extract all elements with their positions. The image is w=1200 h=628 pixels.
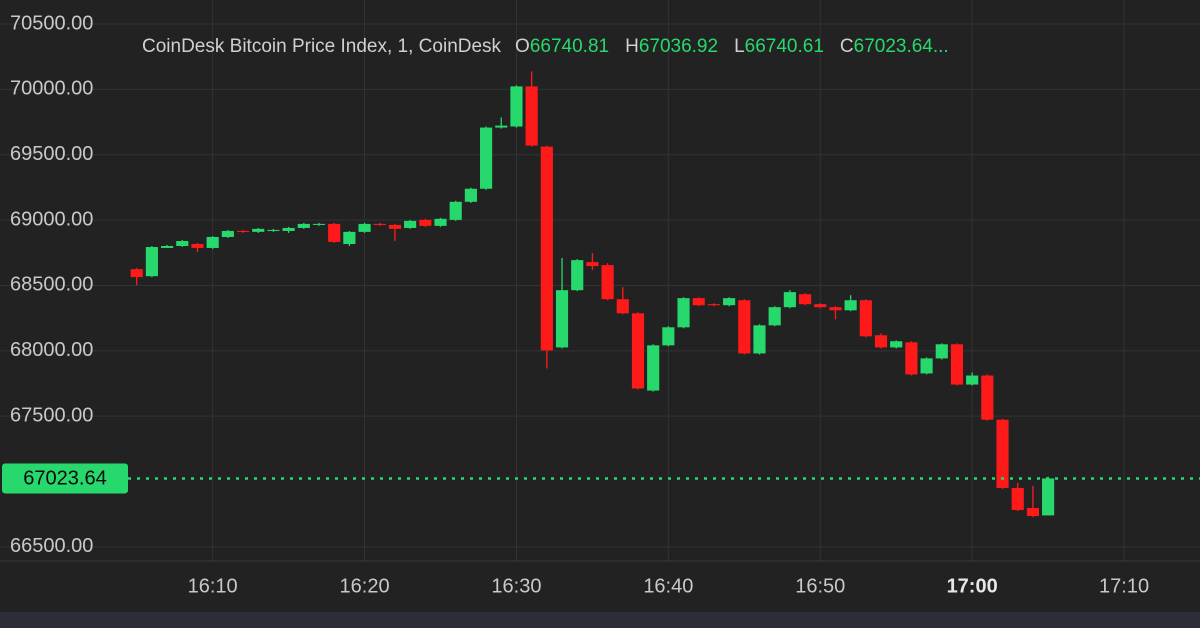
candle-body: [920, 358, 933, 374]
candle-body: [404, 220, 417, 228]
candle-body: [252, 228, 265, 232]
ohlc-value: 67036.92: [639, 36, 718, 57]
candle-body: [662, 327, 675, 346]
candle-body: [616, 299, 629, 314]
last-price-label: 67023.64: [23, 468, 106, 490]
candle-body: [829, 307, 842, 311]
candle-body: [282, 227, 295, 231]
candle-body: [358, 223, 371, 232]
candle-body: [981, 375, 994, 420]
y-tick-label: 70000.00: [10, 78, 93, 100]
x-tick-label: 17:10: [1099, 575, 1149, 597]
ohlc-value: 66740.81: [530, 36, 609, 57]
ohlc-value: 67023.64...: [854, 36, 949, 57]
candle-body: [555, 290, 569, 348]
y-tick-label: 66500.00: [10, 535, 93, 557]
last-price-badge: [2, 463, 128, 494]
candle-body: [707, 304, 720, 306]
chart-header: CoinDesk Bitcoin Price Index, 1, CoinDes…: [142, 36, 949, 57]
candle-body: [480, 127, 493, 189]
y-tick-label: 69500.00: [10, 143, 93, 165]
ohlc-letter: L: [734, 36, 745, 57]
candle-body: [510, 86, 523, 127]
candle-body: [798, 294, 812, 305]
x-tick-label: 17:00: [947, 575, 998, 597]
ohlc-letter: H: [625, 36, 639, 57]
candle-body: [297, 223, 310, 228]
candle-body: [373, 223, 386, 225]
candle-body: [647, 345, 660, 391]
candle-body: [540, 146, 553, 351]
candle-body: [312, 223, 326, 225]
x-tick-label: 16:40: [643, 575, 693, 597]
candle-body: [221, 230, 234, 237]
ohlc-letter: C: [840, 36, 854, 57]
candle-body: [419, 219, 432, 226]
candle-body: [495, 125, 508, 128]
candle-body: [996, 419, 1009, 488]
candle-body: [130, 269, 143, 278]
x-tick-label: 16:30: [491, 575, 541, 597]
candle-body: [738, 300, 751, 354]
candle-body: [844, 300, 857, 311]
candle-body: [890, 341, 903, 348]
candle-body: [206, 236, 219, 248]
candle-body: [783, 292, 796, 308]
candle-body: [905, 342, 918, 375]
candle-body: [1011, 487, 1024, 511]
y-tick-label: 70500.00: [10, 12, 93, 34]
x-tick-label: 16:20: [340, 575, 390, 597]
y-tick-label: 69000.00: [10, 208, 93, 230]
candle-body: [950, 344, 964, 385]
candle-body: [631, 313, 645, 389]
candle-body: [176, 241, 189, 246]
header-title: CoinDesk Bitcoin Price Index, 1, CoinDes…: [142, 36, 502, 57]
candle-body: [586, 262, 599, 267]
candle-body: [434, 218, 447, 226]
candle-body: [328, 223, 341, 242]
candle-body: [859, 300, 872, 337]
candle-body: [677, 298, 690, 328]
candles: [128, 71, 1200, 518]
candle-body: [388, 224, 402, 229]
candle-body: [935, 344, 948, 359]
candle-body: [601, 265, 614, 300]
candle-body: [191, 244, 204, 248]
candle-body: [753, 325, 766, 354]
ohlc-value: 66740.61: [745, 36, 824, 57]
candle-body: [161, 245, 174, 248]
bottom-bar: [0, 612, 1200, 628]
candle-body: [966, 375, 979, 385]
candle-body: [768, 307, 781, 326]
labels: 66500.00 67500.00 68000.00 68500.00 69000.00…: [2, 12, 1149, 597]
candle-body: [814, 304, 827, 308]
candle-body: [1026, 508, 1039, 517]
candle-body: [267, 229, 280, 231]
ohlc-letter: O: [515, 36, 530, 57]
candle-body: [571, 260, 584, 291]
candle-body: [1042, 478, 1055, 516]
candle-body: [692, 298, 705, 306]
candle-body: [449, 201, 462, 220]
candle-body: [464, 188, 477, 202]
candle-body: [145, 247, 158, 277]
y-tick-label: 68500.00: [10, 274, 93, 296]
x-tick-label: 16:10: [188, 575, 238, 597]
candle-body: [236, 230, 250, 232]
candle-body: [525, 86, 538, 146]
candle-body: [723, 298, 736, 306]
x-tick-label: 16:50: [795, 575, 845, 597]
candle-body: [343, 231, 356, 245]
y-tick-label: 68000.00: [10, 339, 93, 361]
y-tick-label: 67500.00: [10, 404, 93, 426]
candle-body: [874, 335, 888, 348]
